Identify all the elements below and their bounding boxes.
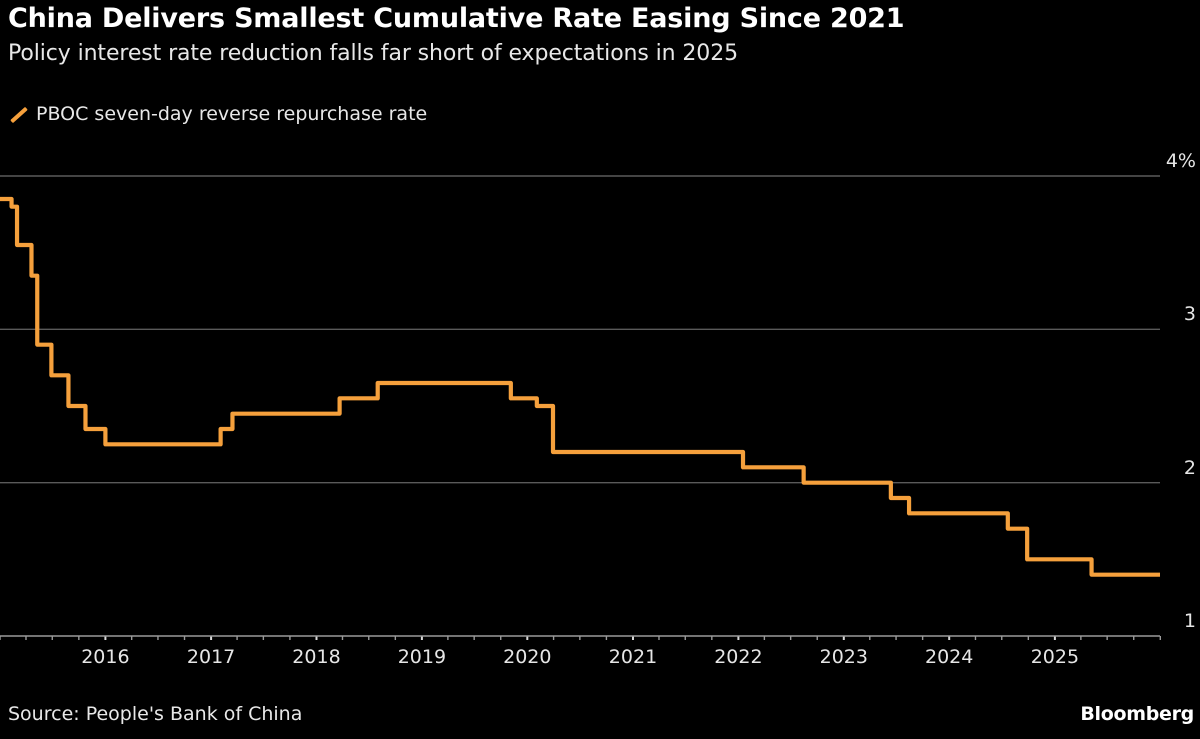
chart-canvas xyxy=(0,175,1161,640)
page-title: China Delivers Smallest Cumulative Rate … xyxy=(8,3,905,34)
x-tick-label: 2025 xyxy=(1030,646,1080,668)
line-slash-icon xyxy=(8,104,28,124)
y-tick-label: 2 xyxy=(1183,456,1196,479)
x-tick-label: 2023 xyxy=(819,646,868,668)
x-tick-label: 2021 xyxy=(608,646,658,668)
legend-item-label: PBOC seven-day reverse repurchase rate xyxy=(36,103,428,125)
chart-plot-area: 1 2 3 4% xyxy=(0,140,1200,640)
source-note: Source: People's Bank of China xyxy=(8,703,303,725)
y-tick-label: 4% xyxy=(1165,150,1196,172)
x-tick-label: 2017 xyxy=(186,646,236,668)
chart-gridlines xyxy=(0,175,1160,484)
bloomberg-wordmark: Bloomberg xyxy=(1080,703,1194,725)
page-subtitle: Policy interest rate reduction falls far… xyxy=(8,41,738,66)
x-tick-label: 2022 xyxy=(714,646,763,668)
chart-series-line xyxy=(0,196,1160,577)
chart-x-ticks xyxy=(0,636,1161,640)
x-tick-label: 2024 xyxy=(925,646,974,668)
y-tick-label: 3 xyxy=(1183,303,1196,326)
y-tick-label: 1 xyxy=(1183,610,1196,632)
chart-legend: PBOC seven-day reverse repurchase rate xyxy=(8,101,427,127)
x-tick-label: 2018 xyxy=(292,646,341,668)
x-tick-label: 2020 xyxy=(503,646,552,668)
x-tick-label: 2019 xyxy=(397,646,447,668)
x-tick-label: 2016 xyxy=(81,646,130,668)
